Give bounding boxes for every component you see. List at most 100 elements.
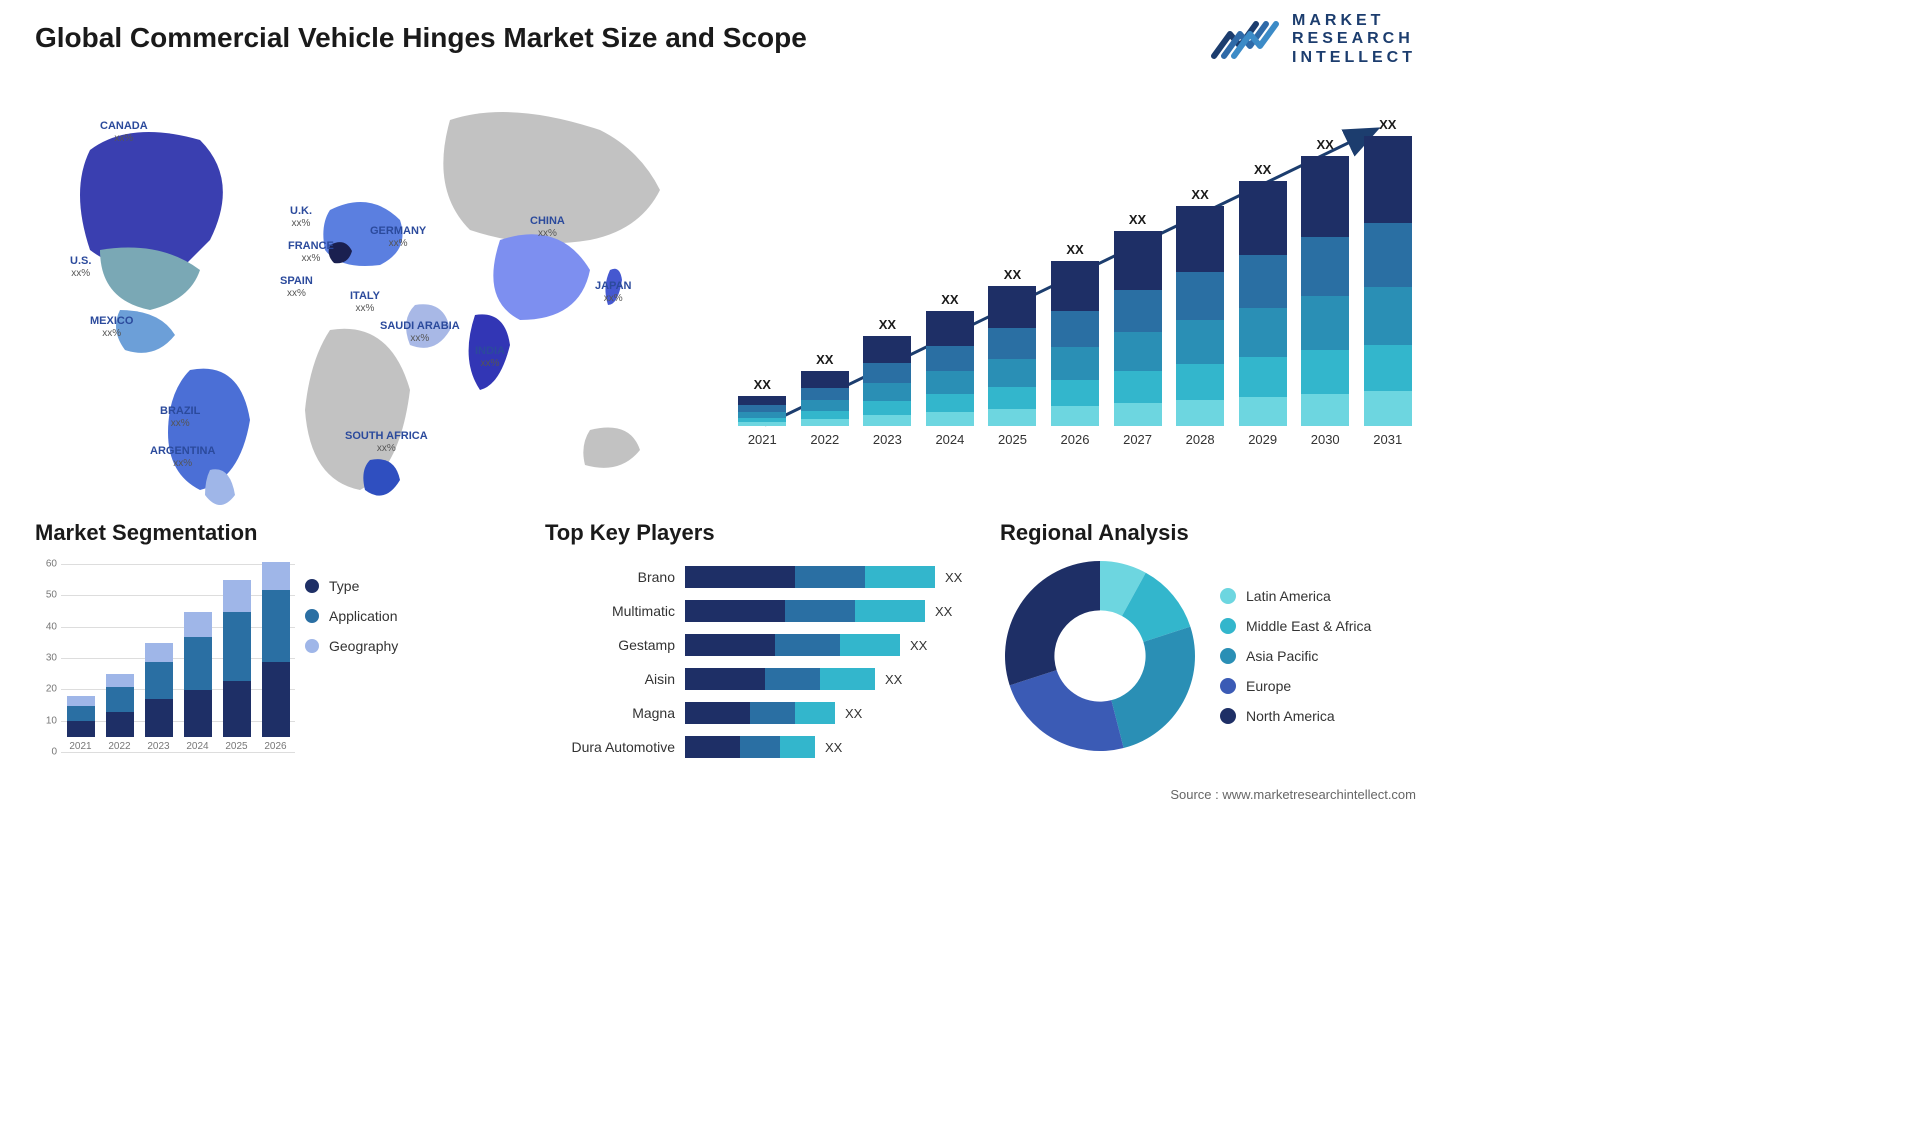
seg-col-2026: 2026 <box>262 562 290 752</box>
growth-bar <box>988 286 1036 426</box>
regional-legend-item: Latin America <box>1220 588 1371 604</box>
seg-bar-seg <box>145 662 173 700</box>
growth-bar-chart: XX2021XX2022XX2023XX2024XX2025XX2026XX20… <box>735 95 1415 475</box>
growth-top-label: XX <box>941 292 958 307</box>
regional-legend: Latin America Middle East & Africa Asia Pa… <box>1220 588 1371 724</box>
tkp-bar-seg <box>750 702 795 724</box>
growth-seg <box>926 412 974 426</box>
growth-col-2022: XX 2022 <box>798 352 853 447</box>
growth-seg <box>1051 380 1099 406</box>
seg-bar-seg <box>184 690 212 737</box>
seg-x-label: 2023 <box>147 741 169 752</box>
growth-col-2024: XX2024 <box>923 292 978 447</box>
tkp-name: Brano <box>545 569 685 585</box>
seg-legend-dot-icon <box>305 639 319 653</box>
growth-seg <box>1114 332 1162 371</box>
growth-seg <box>1239 255 1287 309</box>
growth-x-label: 2023 <box>873 432 902 447</box>
growth-col-2031: XX2031 <box>1360 117 1415 447</box>
growth-seg <box>863 336 911 363</box>
growth-col-2030: XX 2030 <box>1298 137 1353 447</box>
growth-seg <box>801 419 849 426</box>
growth-seg <box>1239 357 1287 396</box>
tkp-value: XX <box>885 672 902 687</box>
growth-seg <box>738 422 786 426</box>
seg-bar-seg <box>67 696 95 705</box>
tkp-bar-seg <box>765 668 820 690</box>
regional-legend-item: Europe <box>1220 678 1371 694</box>
tkp-bar <box>685 702 835 724</box>
growth-top-label: XX <box>1066 242 1083 257</box>
tkp-bar-seg <box>685 736 740 758</box>
brand-logo: MARKET RESEARCH INTELLECT <box>1210 12 1416 67</box>
seg-legend-label: Geography <box>329 638 398 654</box>
growth-seg <box>1051 261 1099 311</box>
growth-seg <box>926 394 974 412</box>
map-label-argentina: ARGENTINAxx% <box>150 445 215 469</box>
growth-seg <box>1051 311 1099 347</box>
growth-seg <box>1239 308 1287 357</box>
tkp-bar-seg <box>685 702 750 724</box>
growth-col-2027: XX2027 <box>1110 212 1165 447</box>
map-label-u-k-: U.K.xx% <box>290 205 312 229</box>
growth-top-label: XX <box>1254 162 1271 177</box>
tkp-bar <box>685 566 935 588</box>
growth-seg <box>1364 223 1412 287</box>
seg-y-tick: 30 <box>46 653 57 664</box>
growth-col-2023: XX2023 <box>860 317 915 447</box>
growth-col-2029: XX 2029 <box>1235 162 1290 447</box>
tkp-bar-seg <box>685 600 785 622</box>
tkp-bar-seg <box>865 566 935 588</box>
seg-col-2022: 2022 <box>106 674 134 752</box>
logo-line1: MARKET <box>1292 12 1416 30</box>
regional-legend-label: Middle East & Africa <box>1246 618 1371 634</box>
world-map: CANADAxx%U.S.xx%MEXICOxx%BRAZILxx%ARGENT… <box>30 90 680 510</box>
map-label-canada: CANADAxx% <box>100 120 148 144</box>
growth-x-label: 2022 <box>810 432 839 447</box>
growth-seg <box>926 371 974 394</box>
seg-bar-seg <box>184 612 212 637</box>
growth-seg <box>1364 136 1412 223</box>
seg-legend-item: Geography <box>305 638 445 654</box>
growth-seg <box>1301 156 1349 237</box>
seg-legend-dot-icon <box>305 579 319 593</box>
growth-bar <box>801 371 849 426</box>
seg-legend-label: Type <box>329 578 359 594</box>
regional-legend-item: Asia Pacific <box>1220 648 1371 664</box>
tkp-bar-seg <box>795 566 865 588</box>
segmentation-panel: Market Segmentation 0102030405060 202120… <box>35 520 445 774</box>
growth-bar <box>1301 156 1349 426</box>
seg-y-tick: 0 <box>51 747 57 758</box>
regional-legend-dot-icon <box>1220 678 1236 694</box>
seg-bar <box>106 674 134 737</box>
seg-bar-seg <box>106 687 134 712</box>
regional-legend-dot-icon <box>1220 588 1236 604</box>
seg-y-tick: 40 <box>46 621 57 632</box>
regional-legend-label: Europe <box>1246 678 1291 694</box>
seg-x-label: 2022 <box>108 741 130 752</box>
regional-legend-label: North America <box>1246 708 1335 724</box>
growth-x-label: 2029 <box>1248 432 1277 447</box>
regional-legend-label: Latin America <box>1246 588 1331 604</box>
map-label-china: CHINAxx% <box>530 215 565 239</box>
seg-x-label: 2021 <box>69 741 91 752</box>
growth-col-2028: XX2028 <box>1173 187 1228 447</box>
growth-top-label: XX <box>816 352 833 367</box>
seg-legend-dot-icon <box>305 609 319 623</box>
growth-top-label: XX <box>1317 137 1334 152</box>
seg-bar-seg <box>223 612 251 681</box>
tkp-bar-seg <box>780 736 815 758</box>
map-label-italy: ITALYxx% <box>350 290 380 314</box>
regional-legend-item: North America <box>1220 708 1371 724</box>
map-label-france: FRANCExx% <box>288 240 334 264</box>
growth-seg <box>1176 272 1224 320</box>
seg-bar-seg <box>262 562 290 590</box>
growth-x-label: 2030 <box>1311 432 1340 447</box>
tkp-name: Dura Automotive <box>545 739 685 755</box>
map-label-spain: SPAINxx% <box>280 275 313 299</box>
seg-legend-item: Type <box>305 578 445 594</box>
growth-bar <box>1239 181 1287 426</box>
growth-seg <box>1364 345 1412 391</box>
tkp-bar <box>685 736 815 758</box>
tkp-value: XX <box>845 706 862 721</box>
